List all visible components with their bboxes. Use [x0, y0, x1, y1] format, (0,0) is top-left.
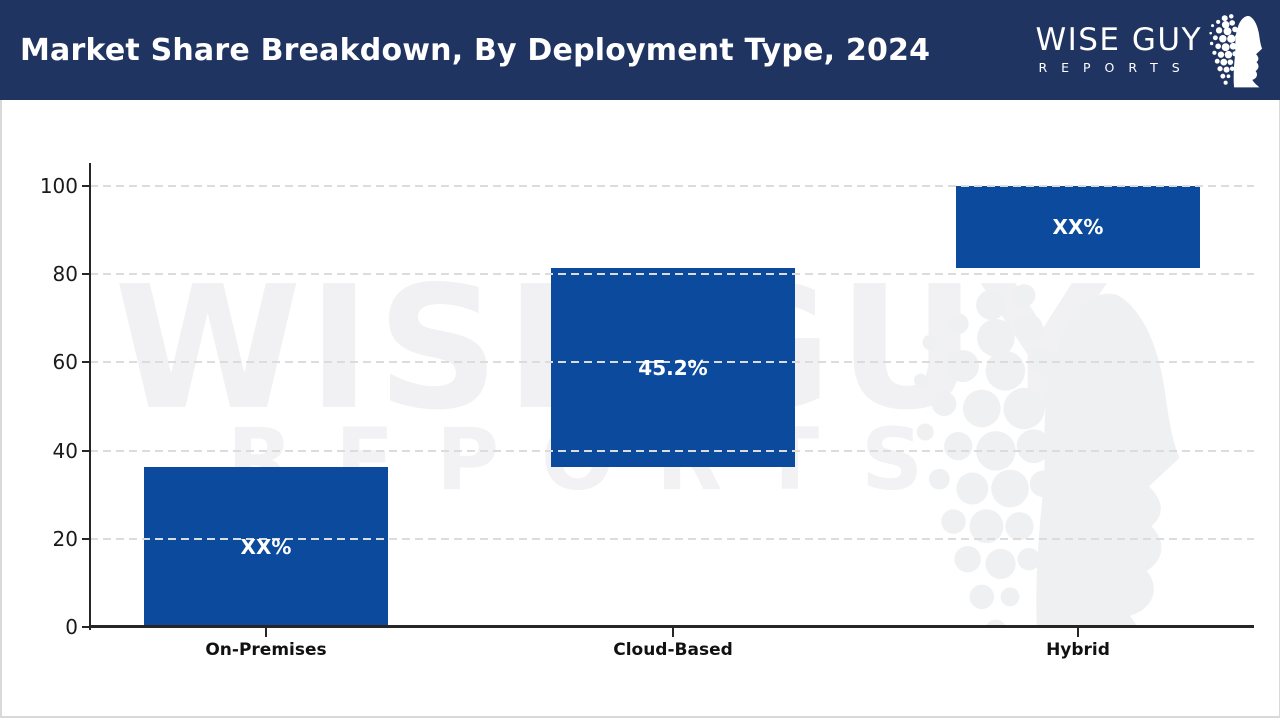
page-title: Market Share Breakdown, By Deployment Ty…	[20, 32, 931, 68]
logo-subtext: REPORTS	[1038, 60, 1194, 75]
y-tick-mark-40	[82, 449, 90, 452]
wiseguy-logo: WISE GUY REPORTS	[1035, 11, 1264, 89]
x-tick-mark-1	[265, 628, 267, 637]
bar-on-premises	[144, 467, 388, 627]
y-tick-mark-60	[82, 361, 90, 364]
bar-value-label: XX%	[1052, 215, 1104, 239]
gridline-80	[90, 273, 1254, 276]
chart-body: WISE GUY REPORTS XX%45.2%XX% 02040608010…	[0, 100, 1280, 718]
x-category-label: Hybrid	[1046, 640, 1110, 660]
x-tick-mark-3	[1077, 628, 1079, 637]
y-tick-label-0: 0	[65, 615, 78, 639]
bars-layer	[2, 100, 1279, 716]
bar-hybrid	[956, 186, 1200, 269]
x-category-label: On-Premises	[205, 640, 327, 660]
gridline-60	[90, 361, 1254, 364]
gridline-40	[90, 449, 1254, 452]
axes-layer: 0 20 40 60 80 100 On-Premises Cloud-Based Hybri…	[2, 100, 1279, 716]
y-tick-label-100: 100	[39, 174, 78, 198]
x-axis-line	[89, 625, 1254, 628]
y-tick-mark-100	[82, 185, 90, 187]
bar-value-label: 45.2%	[638, 355, 708, 380]
wiseguy-head-icon	[1209, 14, 1263, 88]
y-tick-label-40: 40	[52, 438, 78, 463]
x-category-label: Cloud-Based	[613, 640, 733, 660]
bar-value-label: XX%	[240, 535, 292, 560]
y-axis-line	[89, 163, 91, 630]
y-tick-mark-20	[82, 537, 90, 540]
bar-cloud-based	[551, 268, 795, 468]
y-tick-label-80: 80	[52, 262, 78, 287]
header-bar: Market Share Breakdown, By Deployment Ty…	[0, 0, 1280, 100]
grid-layer	[2, 100, 1279, 716]
y-tick-label-20: 20	[52, 526, 78, 551]
gridline-100	[90, 185, 1254, 187]
y-tick-mark-0	[82, 626, 90, 628]
logo-wordmark: WISE GUY	[1035, 22, 1202, 58]
gridline-20	[90, 537, 1254, 540]
y-tick-label-60: 60	[52, 350, 78, 375]
x-tick-mark-2	[672, 628, 674, 637]
bar-labels-layer: XX% 45.2% XX%	[2, 100, 1279, 716]
y-tick-mark-80	[82, 273, 90, 276]
